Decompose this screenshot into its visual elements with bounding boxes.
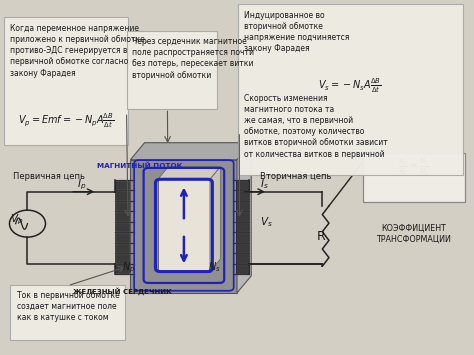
Text: КОЭФФИЦИЕНТ
ТРАНСФОРМАЦИИ: КОЭФФИЦИЕНТ ТРАНСФОРМАЦИИ [376,224,451,244]
Polygon shape [210,166,221,272]
Bar [115,223,129,231]
Text: $V_s = -N_s A\frac{\Delta B}{\Delta t}$: $V_s = -N_s A\frac{\Delta B}{\Delta t}$ [319,76,382,94]
FancyBboxPatch shape [10,285,125,340]
Bar [115,254,129,263]
Text: Вторичная цепь: Вторичная цепь [260,172,331,181]
Polygon shape [158,179,210,272]
Text: Индуцированное во
вторичной обмотке
напряжение подчиняется
закону Фарадея: Индуцированное во вторичной обмотке напр… [244,11,349,53]
Bar [115,264,129,273]
Text: ЖЕЛЕЗНЫЙ СЕРДЕЧНИК: ЖЕЛЕЗНЫЙ СЕРДЕЧНИК [73,288,172,295]
Text: Скорость изменения
магнитного потока та
же самая, что в первичной
обмотке, поэто: Скорость изменения магнитного потока та … [244,94,388,159]
FancyBboxPatch shape [238,4,463,175]
Text: $V_s$: $V_s$ [260,215,273,229]
Bar [236,264,249,273]
Bar [115,212,129,221]
FancyBboxPatch shape [4,17,128,145]
Bar [115,244,129,252]
Bar [236,202,249,211]
Polygon shape [158,166,221,179]
Text: Через сердечник магнитное
поле распространяется почти
без потерь, пересекает вит: Через сердечник магнитное поле распростр… [132,37,254,80]
Bar [115,191,129,200]
Polygon shape [130,143,251,160]
Bar [236,181,249,189]
Bar [115,181,129,189]
Text: $V_p$: $V_p$ [10,212,24,227]
Text: МАГНИТНЫЙ ПОТОК: МАГНИТНЫЙ ПОТОК [97,162,182,169]
Bar [115,202,129,211]
FancyBboxPatch shape [363,153,465,202]
Text: $I_s$: $I_s$ [260,178,268,191]
Text: Первичная цепь: Первичная цепь [13,172,85,181]
Bar [236,254,249,263]
Text: $I_p$: $I_p$ [77,178,87,192]
Bar [236,212,249,221]
Text: $V_p = Emf = -N_p A\frac{\Delta B}{\Delta t}$: $V_p = Emf = -N_p A\frac{\Delta B}{\Delt… [18,111,114,130]
Text: $\frac{V_s}{V_p} = \frac{N_s}{N_p}$: $\frac{V_s}{V_p} = \frac{N_s}{N_p}$ [398,157,429,178]
FancyBboxPatch shape [127,31,217,109]
Text: $N_p$: $N_p$ [122,261,136,275]
Bar [236,233,249,242]
Bar [236,244,249,252]
Text: $N_s$: $N_s$ [208,261,220,274]
Bar [236,191,249,200]
Polygon shape [237,143,251,293]
Polygon shape [130,160,237,293]
Bar [236,223,249,231]
Text: R: R [317,230,325,242]
Bar [115,233,129,242]
Text: Ток в первичной обмотке
создает магнитное поле
как в катушке с током: Ток в первичной обмотке создает магнитно… [17,291,119,322]
Text: Когда переменное напряжение
приложено к первичной обмотке,
противо-ЭДС генерируе: Когда переменное напряжение приложено к … [10,24,148,77]
